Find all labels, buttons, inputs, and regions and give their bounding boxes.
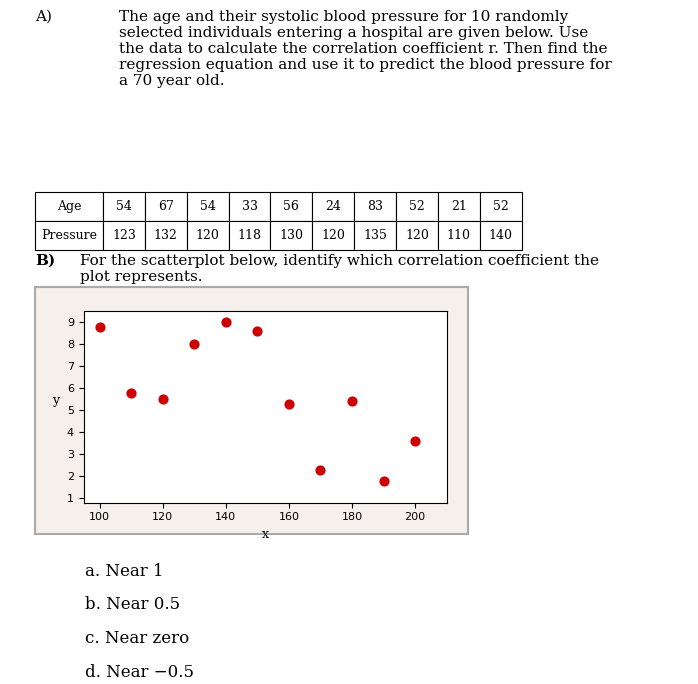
Point (378, 475, 389, 486)
Point (346, 396, 357, 407)
Text: 24: 24 (325, 200, 341, 213)
Text: 52: 52 (493, 200, 509, 213)
Bar (271, 192, 313, 221)
Bar (229, 192, 271, 221)
Text: 56: 56 (283, 200, 299, 213)
Bar (480, 221, 521, 250)
Text: c. Near zero: c. Near zero (85, 629, 189, 646)
Bar (438, 221, 480, 250)
Point (252, 326, 263, 337)
Bar (313, 192, 354, 221)
Text: 67: 67 (158, 200, 174, 213)
Bar (103, 192, 145, 221)
Bar (354, 192, 396, 221)
Text: The age and their systolic blood pressure for 10 randomly
selected individuals e: The age and their systolic blood pressur… (119, 10, 611, 88)
Bar (35, 192, 103, 221)
Text: 140: 140 (489, 228, 513, 241)
Text: 110: 110 (447, 228, 471, 241)
Bar (187, 221, 229, 250)
Text: For the scatterplot below, identify which correlation coefficient the
plot repre: For the scatterplot below, identify whic… (80, 254, 600, 284)
Bar (187, 192, 229, 221)
Point (157, 394, 168, 405)
Bar (103, 221, 145, 250)
Bar (271, 221, 313, 250)
Text: 21: 21 (451, 200, 467, 213)
Text: 135: 135 (363, 228, 387, 241)
Text: Pressure: Pressure (41, 228, 97, 241)
Point (188, 339, 200, 350)
Bar (145, 192, 187, 221)
X-axis label: x: x (262, 528, 269, 541)
Bar (229, 221, 271, 250)
Bar (396, 192, 438, 221)
Bar (354, 221, 396, 250)
Point (315, 464, 326, 475)
Bar (480, 192, 521, 221)
Text: 54: 54 (116, 200, 132, 213)
Point (283, 398, 295, 409)
Bar (313, 221, 354, 250)
Bar (145, 221, 187, 250)
Text: 120: 120 (195, 228, 220, 241)
Text: A): A) (35, 10, 52, 23)
Text: 120: 120 (405, 228, 429, 241)
Text: d. Near −0.5: d. Near −0.5 (85, 664, 194, 681)
Text: 83: 83 (367, 200, 383, 213)
Point (94, 321, 105, 332)
Text: a. Near 1: a. Near 1 (85, 564, 164, 581)
Text: 120: 120 (321, 228, 346, 241)
Bar (438, 192, 480, 221)
Y-axis label: y: y (52, 394, 59, 407)
Point (126, 387, 137, 398)
Text: 132: 132 (154, 228, 178, 241)
Point (220, 317, 231, 328)
Text: B): B) (35, 254, 55, 267)
Text: 123: 123 (112, 228, 136, 241)
Bar (35, 221, 103, 250)
Text: 118: 118 (237, 228, 262, 241)
Text: Age: Age (57, 200, 81, 213)
Text: b. Near 0.5: b. Near 0.5 (85, 596, 180, 614)
Text: 130: 130 (279, 228, 304, 241)
Text: 52: 52 (409, 200, 425, 213)
Text: 54: 54 (200, 200, 216, 213)
Text: 33: 33 (242, 200, 258, 213)
Point (410, 436, 421, 447)
Bar (396, 221, 438, 250)
